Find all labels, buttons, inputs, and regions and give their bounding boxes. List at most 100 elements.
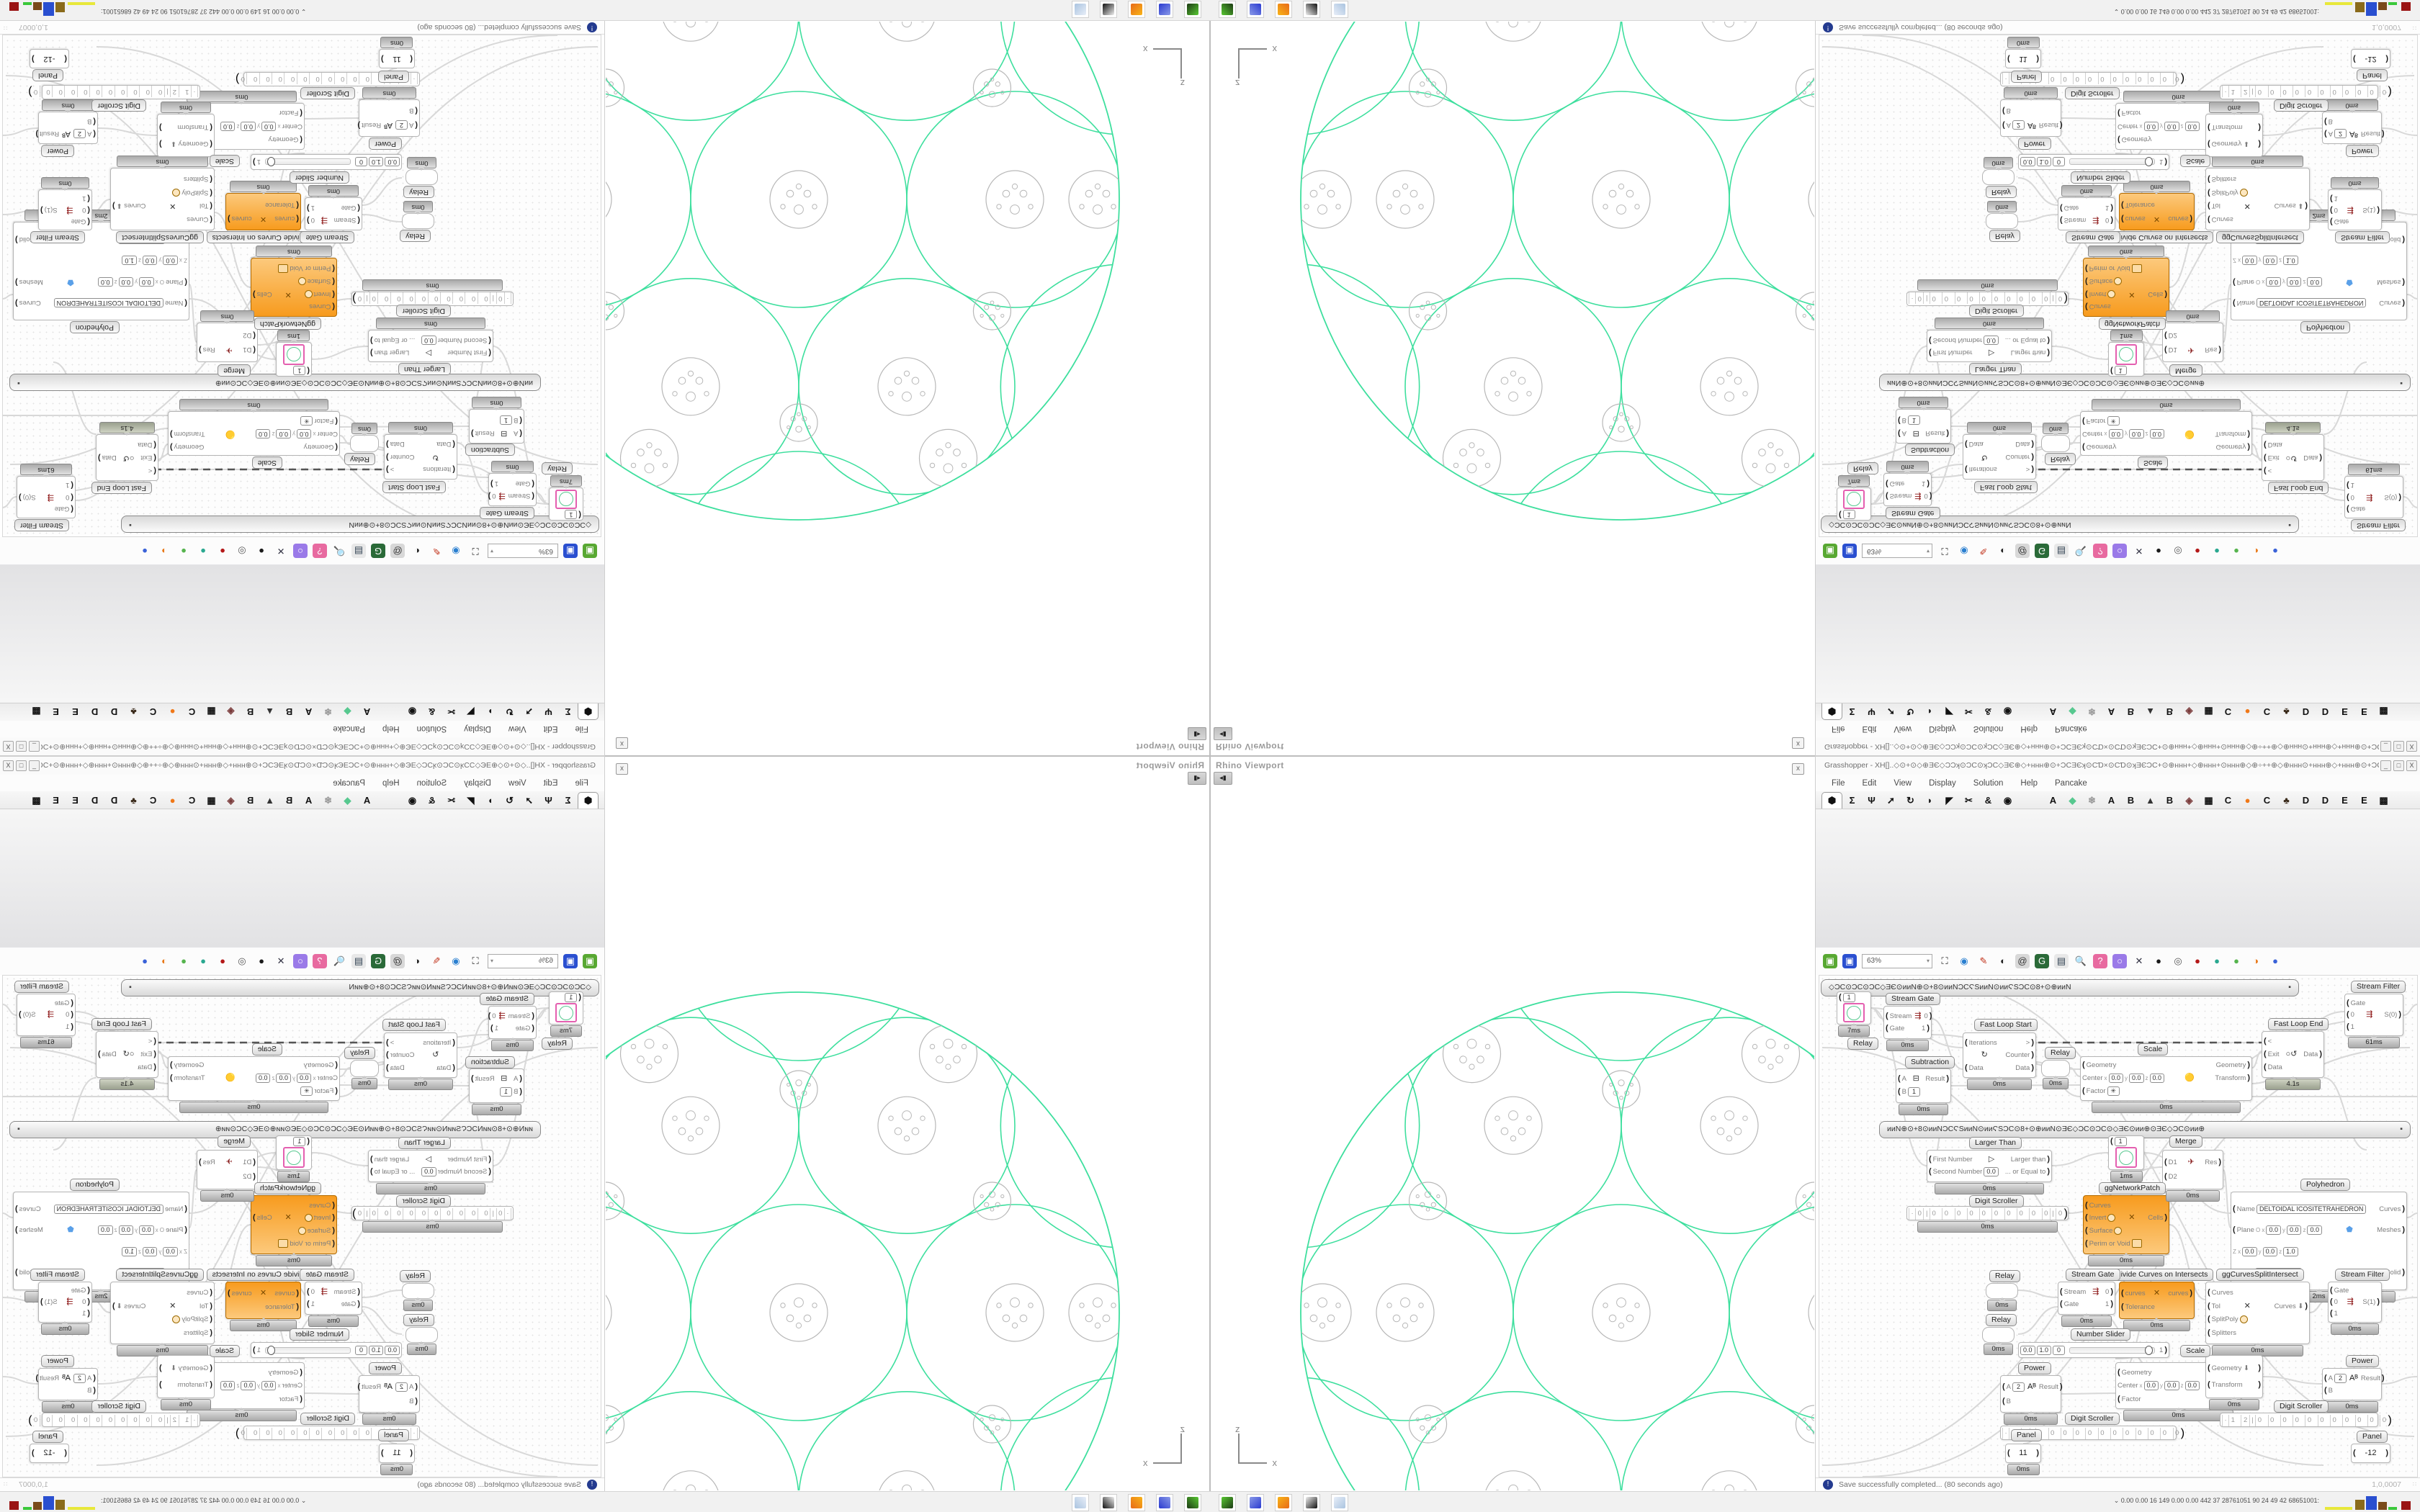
larger-than[interactable]: (First Number ▷ Larger than)(Second Number…	[1927, 318, 2052, 362]
plugin-tab-12[interactable]: ♣	[2283, 795, 2290, 806]
digit-cell[interactable]: 1	[183, 86, 192, 97]
relay-b[interactable]: 0ms	[2041, 423, 2070, 452]
digit-cell[interactable]: 0	[1954, 1208, 1963, 1220]
subtraction[interactable]: (A ⊟ Result)(B 1 0ms	[469, 1068, 524, 1115]
category-tab-0[interactable]: ⬢	[578, 792, 599, 809]
category-tab-1[interactable]: Σ	[565, 795, 571, 806]
category-tab-2[interactable]: Ψ	[544, 706, 552, 717]
digit-cell[interactable]: 0	[44, 1415, 53, 1426]
digit-cell[interactable]: 0	[239, 1428, 248, 1439]
digit-cell[interactable]: 0	[2017, 1208, 2025, 1220]
sphere-orange-icon[interactable]: ◑	[161, 546, 167, 557]
digit-cell[interactable]: |	[164, 86, 171, 97]
digit-cell[interactable]: 0	[2048, 73, 2056, 84]
digit-cell[interactable]: 0	[364, 1428, 372, 1439]
relay-capture[interactable]: (1 7ms	[1837, 991, 1871, 1037]
calculator-app-icon[interactable]	[1072, 1494, 1089, 1511]
sphere-black-icon[interactable]: ●	[259, 546, 264, 557]
digit-cell[interactable]: 0	[2267, 86, 2276, 97]
digit-cell[interactable]: 0	[144, 1415, 153, 1426]
divide-curves-on-intersects[interactable]: (curves ✕ curves)(Tolerance 0ms	[225, 181, 301, 230]
plugin-tab-16[interactable]: E	[2361, 795, 2367, 806]
digit-cell[interactable]: 0	[2255, 1415, 2263, 1426]
category-tab-8[interactable]: &	[428, 706, 436, 717]
resize-grip[interactable]: ∷	[2412, 1481, 2417, 1488]
category-tab-6[interactable]: ◤	[1945, 706, 1953, 717]
plugin-tab-4[interactable]: B	[2127, 706, 2135, 717]
open-folder-icon[interactable]: ▣	[583, 954, 597, 968]
save-icon[interactable]: ▣	[1842, 544, 1857, 558]
bulb-icon[interactable]: ○	[293, 954, 308, 968]
plugin-tab-10[interactable]: ●	[2244, 706, 2251, 717]
category-tab-3[interactable]: ➚	[525, 795, 533, 806]
digit-cell[interactable]: 0	[1979, 1208, 1987, 1220]
plugin-tab-15[interactable]: E	[72, 706, 79, 717]
digit-cell[interactable]: |	[2049, 1208, 2056, 1220]
digit-cell[interactable]: 0	[2305, 1415, 2313, 1426]
digit-cell[interactable]: 0	[382, 292, 391, 304]
grasshopper-titlebar[interactable]: Grasshopper - XH[]..◇⊙+⊙◇⊕ƎЄ◇ƆƆʞ⊙ƆC⊙ʞƆC◇…	[0, 737, 604, 755]
digit-cell[interactable]: 0	[2029, 292, 2038, 304]
calculator-app-icon[interactable]	[1331, 1, 1348, 18]
gg-network-patch[interactable]: (Curves(Invert ✕ Cells)(Surface(Perim or V…	[251, 246, 337, 317]
floppy64-app-icon[interactable]	[1247, 1, 1264, 18]
category-tab-7[interactable]: ✂	[447, 795, 455, 806]
category-tab-5[interactable]: ◗	[487, 706, 493, 717]
digit-cell[interactable]: 0	[2135, 1428, 2143, 1439]
plugin-tab-11[interactable]: C	[149, 795, 157, 806]
zoom-dropdown[interactable]: 63% ▾	[1862, 544, 1932, 558]
sphere-red-icon[interactable]: ●	[2195, 546, 2200, 557]
digit-cell[interactable]: 0	[2073, 1428, 2081, 1439]
digit-cell[interactable]: 0	[2160, 1428, 2168, 1439]
sketch-pen-icon[interactable]: ✎	[432, 955, 441, 966]
relay-c[interactable]: 0ms	[1986, 1283, 2018, 1311]
resize-grip[interactable]: ∷	[3, 1481, 8, 1488]
plugin-tab-0[interactable]: A	[363, 706, 371, 717]
digit-cell[interactable]: 0	[364, 73, 372, 84]
document-icon[interactable]: ▤	[2054, 544, 2069, 558]
category-tab-3[interactable]: ➚	[1887, 795, 1895, 806]
plugin-tab-8[interactable]: ▦	[207, 706, 216, 717]
menu-item-solution[interactable]: Solution	[1973, 724, 2004, 734]
menu-item-display[interactable]: Display	[1929, 724, 1956, 734]
digit-cell[interactable]: |	[490, 1208, 497, 1220]
power-1[interactable]: (A 2 Aᴮ Result)(B 0ms	[357, 87, 420, 137]
calculator-app-icon[interactable]	[1331, 1494, 1348, 1511]
digit-cell[interactable]: |	[364, 1208, 371, 1220]
menu-item-view[interactable]: View	[1894, 724, 1912, 734]
category-tab-2[interactable]: Ψ	[1868, 706, 1876, 717]
plugin-tab-1[interactable]: ◆	[344, 706, 351, 717]
digit-cell[interactable]: 0	[44, 86, 53, 97]
fast-loop-end[interactable]: (<(Exit ○↺ Data)(Data 4.1s	[2262, 422, 2324, 481]
plugin-tab-4[interactable]: B	[285, 706, 293, 717]
rhino-app-icon[interactable]	[1303, 1, 1320, 18]
digit-scroller-1[interactable]: · 0 | 0 0 0 0 0 0 0 0 0 0 | 0) 0ms	[351, 279, 514, 306]
firefox-app-icon[interactable]	[1275, 1, 1292, 18]
digit-cell[interactable]: 0	[2123, 1428, 2130, 1439]
panel-11[interactable]: (11) 0ms	[379, 1444, 415, 1475]
digit-cell[interactable]: 0	[2255, 86, 2264, 97]
plugin-tab-12[interactable]: ♣	[2283, 706, 2290, 717]
menu-item-view[interactable]: View	[508, 778, 526, 788]
plugin-tab-7[interactable]: ◈	[227, 706, 235, 717]
menu-item-solution[interactable]: Solution	[416, 724, 447, 734]
close-button[interactable]: X	[3, 760, 14, 771]
fast-loop-start[interactable]: (Iterations >) ↻ Counter)(Data Data) 0ms	[384, 1032, 457, 1090]
sphere-green-icon[interactable]: ●	[2233, 955, 2239, 966]
digit-cell[interactable]: 0	[432, 1208, 441, 1220]
digit-cell[interactable]: 0	[470, 1208, 478, 1220]
digit-cell[interactable]: 0	[2293, 1415, 2300, 1426]
menu-item-edit[interactable]: Edit	[1862, 778, 1877, 788]
plugin-tab-17[interactable]: ▩	[2379, 795, 2388, 806]
category-tab-1[interactable]: Σ	[1849, 706, 1855, 717]
digit-cell[interactable]: 0	[264, 1428, 273, 1439]
plugin-tab-2[interactable]: ❄	[324, 795, 332, 806]
menu-item-pancake[interactable]: Pancake	[2055, 778, 2087, 788]
plugin-tab-5[interactable]: ▲	[265, 706, 274, 717]
terminal-app-icon[interactable]	[1184, 1494, 1201, 1511]
grasshopper-titlebar[interactable]: Grasshopper - XH[]..◇⊙+⊙◇⊕ƎЄ◇ƆƆʞ⊙ƆC⊙ʞƆC◇…	[0, 757, 604, 775]
plugin-tab-5[interactable]: ▲	[2146, 706, 2155, 717]
digit-cell[interactable]: |	[490, 292, 497, 304]
floppy64-app-icon[interactable]	[1247, 1494, 1264, 1511]
digit-cell[interactable]: 0	[2380, 1415, 2388, 1426]
